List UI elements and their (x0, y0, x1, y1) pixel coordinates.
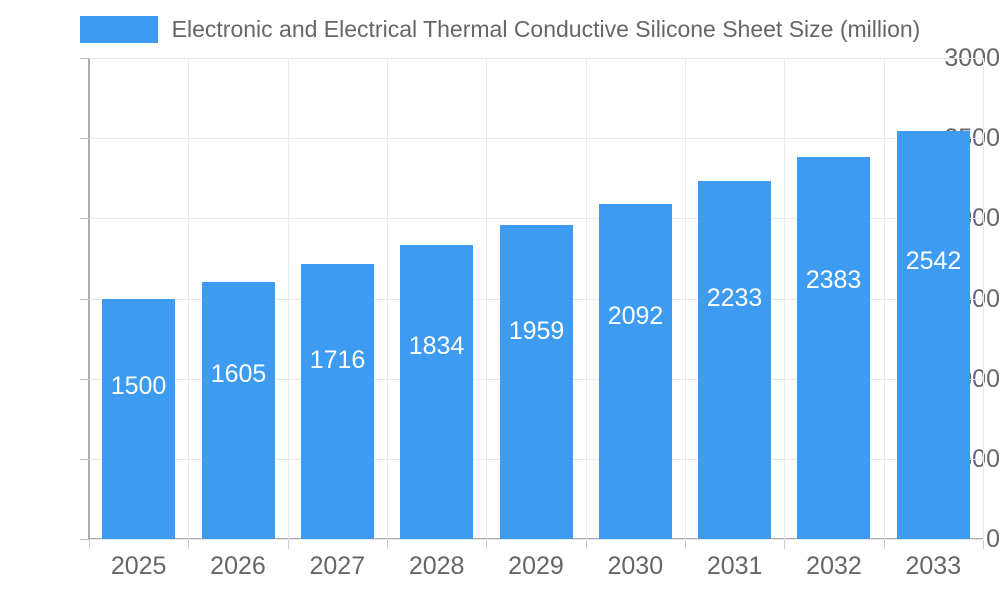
bar-value-label: 1834 (408, 331, 465, 360)
gridline-vertical (288, 58, 289, 539)
bar[interactable]: 2233 (698, 180, 771, 539)
bar[interactable]: 1834 (400, 244, 473, 539)
x-axis-tick-mark (188, 540, 189, 549)
gridline-vertical (586, 58, 587, 539)
bar-value-label: 1605 (210, 359, 267, 388)
bar-value-label: 1959 (508, 316, 565, 345)
plot-area: 1500 1605 1716 1834 1959 2092 2233 2383 2542 (89, 58, 984, 540)
gridline-horizontal (89, 58, 983, 59)
gridline-vertical (784, 58, 785, 539)
gridline-vertical (983, 58, 984, 539)
legend-item-label: Electronic and Electrical Thermal Conduc… (171, 15, 921, 42)
x-axis-tick-mark (784, 540, 785, 549)
bar[interactable]: 1959 (500, 224, 573, 539)
bar-value-label: 2383 (805, 265, 862, 294)
gridline-vertical (387, 58, 388, 539)
x-axis-tick-label: 2031 (706, 552, 763, 580)
y-axis-tick-mark (80, 539, 88, 540)
x-axis-tick-label: 2033 (905, 552, 962, 580)
x-axis-tick-label: 2032 (806, 552, 862, 580)
x-axis-tick-label: 2026 (210, 552, 266, 580)
bar[interactable]: 2092 (599, 203, 672, 539)
bar-value-label: 2542 (905, 247, 962, 276)
chart-legend: Electronic and Electrical Thermal Conduc… (0, 0, 1000, 58)
y-axis-tick-mark (80, 218, 88, 220)
x-axis-tick-mark (89, 540, 90, 549)
bar-value-label: 1500 (110, 371, 167, 400)
bar[interactable]: 2542 (897, 131, 970, 539)
x-axis-tick-mark (288, 540, 289, 549)
bar-value-label: 2092 (607, 301, 664, 330)
bar[interactable]: 1500 (102, 298, 175, 539)
x-axis-tick-label: 2029 (508, 552, 564, 580)
y-axis-tick-mark (80, 458, 88, 460)
x-axis-tick-mark (884, 540, 885, 549)
gridline-horizontal (89, 218, 983, 220)
x-axis-tick-mark (586, 540, 587, 549)
x-axis-tick-label: 2027 (309, 552, 366, 580)
y-axis-tick-label: 0 (986, 525, 1000, 553)
bar-value-label: 1716 (309, 345, 366, 374)
gridline-horizontal (89, 138, 983, 140)
legend-item-series-1[interactable]: Electronic and Electrical Thermal Conduc… (79, 15, 921, 43)
x-axis-tick-mark (387, 540, 388, 549)
x-axis-tick-label: 2028 (408, 552, 465, 580)
bar[interactable]: 1605 (202, 281, 275, 539)
x-axis-tick-mark (685, 540, 686, 549)
y-axis-tick-mark (80, 58, 88, 59)
x-axis-tick-label: 2030 (607, 552, 664, 580)
y-axis-tick-mark (80, 378, 88, 380)
bar-value-label: 2233 (706, 283, 763, 312)
gridline-vertical (486, 58, 487, 539)
y-axis-tick-mark (80, 298, 88, 300)
legend-color-swatch-icon (79, 15, 158, 43)
bar[interactable]: 1716 (301, 263, 374, 539)
x-axis-tick-mark (486, 540, 487, 549)
x-axis-tick-mark (983, 540, 984, 549)
gridline-vertical (685, 58, 686, 539)
bar[interactable]: 2383 (797, 156, 870, 539)
y-axis-tick-mark (80, 138, 88, 140)
gridline-horizontal (89, 539, 983, 540)
x-axis-tick-label: 2025 (110, 552, 167, 580)
gridline-vertical (884, 58, 885, 539)
gridline-vertical (188, 58, 189, 539)
